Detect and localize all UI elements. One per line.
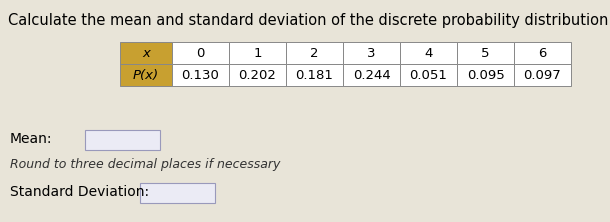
Text: Round to three decimal places if necessary: Round to three decimal places if necessa… (10, 158, 281, 171)
Bar (229, 42, 286, 64)
Text: Mean:: Mean: (10, 132, 52, 146)
Bar (343, 42, 400, 64)
Text: 0.097: 0.097 (523, 69, 561, 81)
Bar (120, 64, 172, 86)
Bar (343, 64, 400, 86)
Bar (514, 42, 571, 64)
Text: 2: 2 (310, 46, 319, 59)
Text: 0: 0 (196, 46, 205, 59)
Text: 6: 6 (538, 46, 547, 59)
Bar (140, 183, 215, 203)
Text: 0.181: 0.181 (296, 69, 334, 81)
Bar (172, 64, 229, 86)
Text: Standard Deviation:: Standard Deviation: (10, 185, 149, 199)
Text: 0.244: 0.244 (353, 69, 390, 81)
Text: Calculate the mean and standard deviation of the discrete probability distributi: Calculate the mean and standard deviatio… (8, 13, 610, 28)
Bar (400, 42, 457, 64)
Bar (286, 64, 343, 86)
Bar (172, 42, 229, 64)
Bar (457, 42, 514, 64)
Text: P(x): P(x) (133, 69, 159, 81)
Bar (514, 64, 571, 86)
Bar (120, 42, 172, 64)
Text: 4: 4 (425, 46, 432, 59)
Text: x: x (142, 46, 150, 59)
Bar (457, 64, 514, 86)
Text: 0.051: 0.051 (409, 69, 448, 81)
Text: 0.202: 0.202 (239, 69, 276, 81)
Text: 1: 1 (253, 46, 262, 59)
Text: 0.130: 0.130 (182, 69, 220, 81)
Text: 0.095: 0.095 (467, 69, 504, 81)
Text: 3: 3 (367, 46, 376, 59)
Bar (85, 130, 160, 150)
Bar (229, 64, 286, 86)
Text: 5: 5 (481, 46, 490, 59)
Bar (400, 64, 457, 86)
Bar (286, 42, 343, 64)
